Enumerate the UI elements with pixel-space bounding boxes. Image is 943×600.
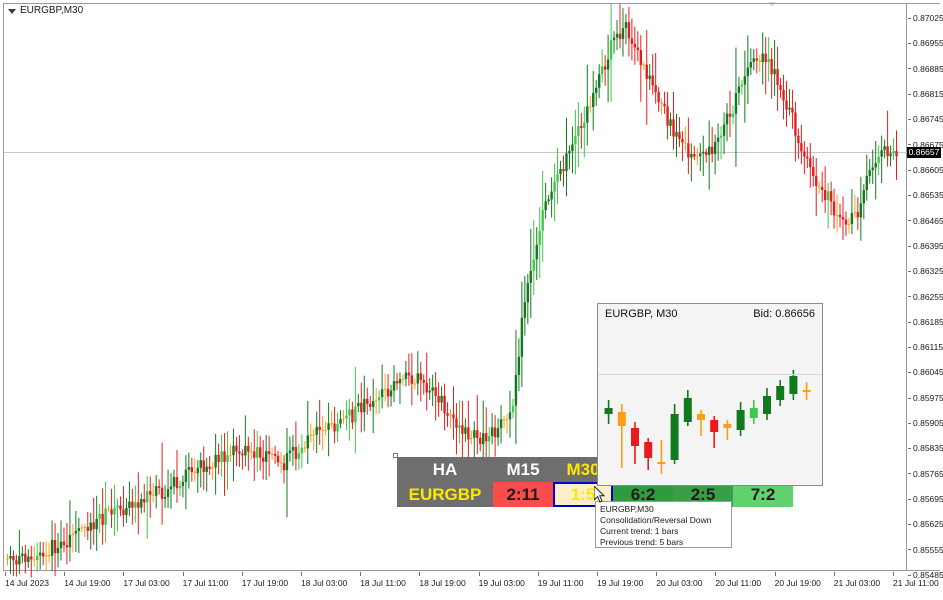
time-axis[interactable]: 14 Jul 2023 14 Jul 19:00 17 Jul 03:00 17 Ju… — [3, 572, 940, 598]
price-tick-label: 0.85835 — [908, 444, 943, 453]
time-tick-label: 18 Jul 11:00 — [360, 572, 406, 588]
price-tick-label: 0.85555 — [908, 545, 943, 555]
tooltip-line-state: Consolidation/Reversal Down — [600, 515, 712, 525]
tooltip-line-previous-trend: Previous trend: 5 bars — [600, 537, 684, 547]
popup-candlestick-series — [604, 370, 811, 474]
chart-symbol-label[interactable]: EURGBP,M30 — [8, 5, 83, 17]
panel-cell-d1[interactable]: 7:2 — [733, 482, 793, 507]
popup-chart-area — [598, 326, 822, 485]
price-tick-label: 0.85905 — [908, 419, 943, 428]
current-price-line — [4, 152, 907, 153]
price-tick-label: 0.86115 — [908, 343, 943, 352]
popup-title: EURGBP, M30 — [605, 308, 678, 320]
time-tick-label: 20 Jul 19:00 — [774, 572, 821, 588]
price-tick-label: 0.86605 — [908, 165, 943, 175]
price-tick-label: 0.86745 — [908, 115, 943, 124]
chevron-down-icon[interactable] — [8, 8, 16, 14]
panel-drag-handle[interactable] — [393, 453, 398, 458]
popup-bid-label: Bid: 0.86656 — [753, 308, 815, 320]
price-tick-label: 0.86325 — [908, 267, 943, 276]
price-tick-label: 0.85765 — [908, 469, 943, 479]
panel-cell-m15[interactable]: 2:11 — [493, 482, 553, 507]
popup-price-line — [598, 374, 822, 375]
current-price-tag: 0.86657 — [907, 146, 941, 158]
time-tick-label: 17 Jul 19:00 — [241, 572, 288, 588]
price-tick-label: 0.85625 — [908, 520, 943, 529]
chart-top-marker-icon — [768, 2, 777, 9]
price-tick-label: 0.85485 — [908, 571, 943, 580]
time-tick-label: 17 Jul 11:00 — [182, 572, 228, 588]
price-tick-label: 0.86395 — [908, 241, 943, 251]
panel-indicator-label: HA — [432, 459, 458, 479]
panel-header-m30[interactable]: M30 — [566, 459, 600, 479]
time-tick-label: 14 Jul 2023 — [5, 572, 49, 588]
time-tick-label: 19 Jul 11:00 — [537, 572, 583, 588]
price-tick-label: 0.86465 — [908, 216, 943, 226]
time-tick-label: 21 Jul 11:00 — [893, 572, 939, 588]
time-tick-label: 19 Jul 19:00 — [597, 572, 643, 588]
price-tick-label: 0.85975 — [908, 393, 943, 403]
price-tick-label: 0.86185 — [908, 317, 943, 327]
price-tick-label: 0.86675 — [908, 140, 943, 150]
popup-quote-window[interactable]: EURGBP, M30 Bid: 0.86656 — [597, 303, 823, 486]
time-tick-label: 18 Jul 03:00 — [301, 572, 347, 588]
tooltip-line-current-trend: Current trend: 1 bars — [600, 526, 679, 536]
price-tick-label: 0.87025 — [908, 14, 943, 23]
price-tick-label: 0.86045 — [908, 368, 943, 377]
price-tick-label: 0.86815 — [908, 89, 943, 99]
time-tick-label: 17 Jul 03:00 — [123, 572, 170, 588]
symbol-text: EURGBP,M30 — [20, 5, 84, 16]
price-tick-label: 0.86255 — [908, 292, 943, 302]
time-tick-label: 20 Jul 03:00 — [656, 572, 703, 588]
price-axis[interactable] — [906, 3, 940, 571]
time-tick-label: 19 Jul 03:00 — [478, 572, 525, 588]
price-tick-label: 0.86955 — [908, 39, 943, 48]
panel-header-m15[interactable]: M15 — [506, 459, 540, 479]
tooltip-line-symbol: EURGBP,M30 — [600, 504, 654, 514]
time-tick-label: 18 Jul 19:00 — [419, 572, 466, 588]
panel-symbol-name[interactable]: EURGBP — [397, 482, 493, 507]
mouse-pointer-icon — [594, 486, 606, 503]
time-tick-label: 14 Jul 19:00 — [64, 572, 111, 588]
price-tick-label: 0.86535 — [908, 191, 943, 200]
time-tick-label: 20 Jul 11:00 — [715, 572, 761, 588]
time-tick-label: 21 Jul 03:00 — [833, 572, 880, 588]
price-axis-divider — [906, 3, 907, 571]
price-tick-label: 0.85695 — [908, 495, 943, 504]
price-tick-label: 0.86885 — [908, 64, 943, 74]
popup-header: EURGBP, M30 Bid: 0.86656 — [598, 304, 822, 326]
panel-cell-tooltip: EURGBP,M30 Consolidation/Reversal Down C… — [595, 501, 732, 548]
